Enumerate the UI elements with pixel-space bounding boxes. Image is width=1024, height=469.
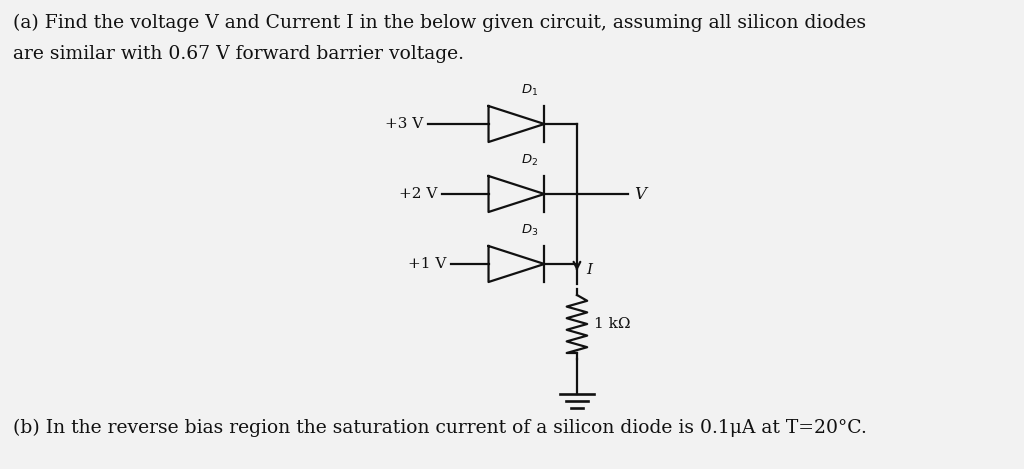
Text: +1 V: +1 V [409, 257, 446, 271]
Text: $D_3$: $D_3$ [521, 223, 539, 238]
Text: I: I [587, 263, 592, 277]
Text: 1 kΩ: 1 kΩ [594, 317, 630, 331]
Text: V: V [634, 186, 646, 203]
Text: (b) In the reverse bias region the saturation current of a silicon diode is 0.1μ: (b) In the reverse bias region the satur… [13, 419, 867, 437]
Text: +3 V: +3 V [385, 117, 423, 131]
Text: (a) Find the voltage V and Current I in the below given circuit, assuming all si: (a) Find the voltage V and Current I in … [13, 14, 866, 32]
Text: $D_1$: $D_1$ [521, 83, 539, 98]
Text: +2 V: +2 V [399, 187, 437, 201]
Text: $D_2$: $D_2$ [521, 153, 539, 168]
Text: are similar with 0.67 V forward barrier voltage.: are similar with 0.67 V forward barrier … [13, 45, 464, 63]
